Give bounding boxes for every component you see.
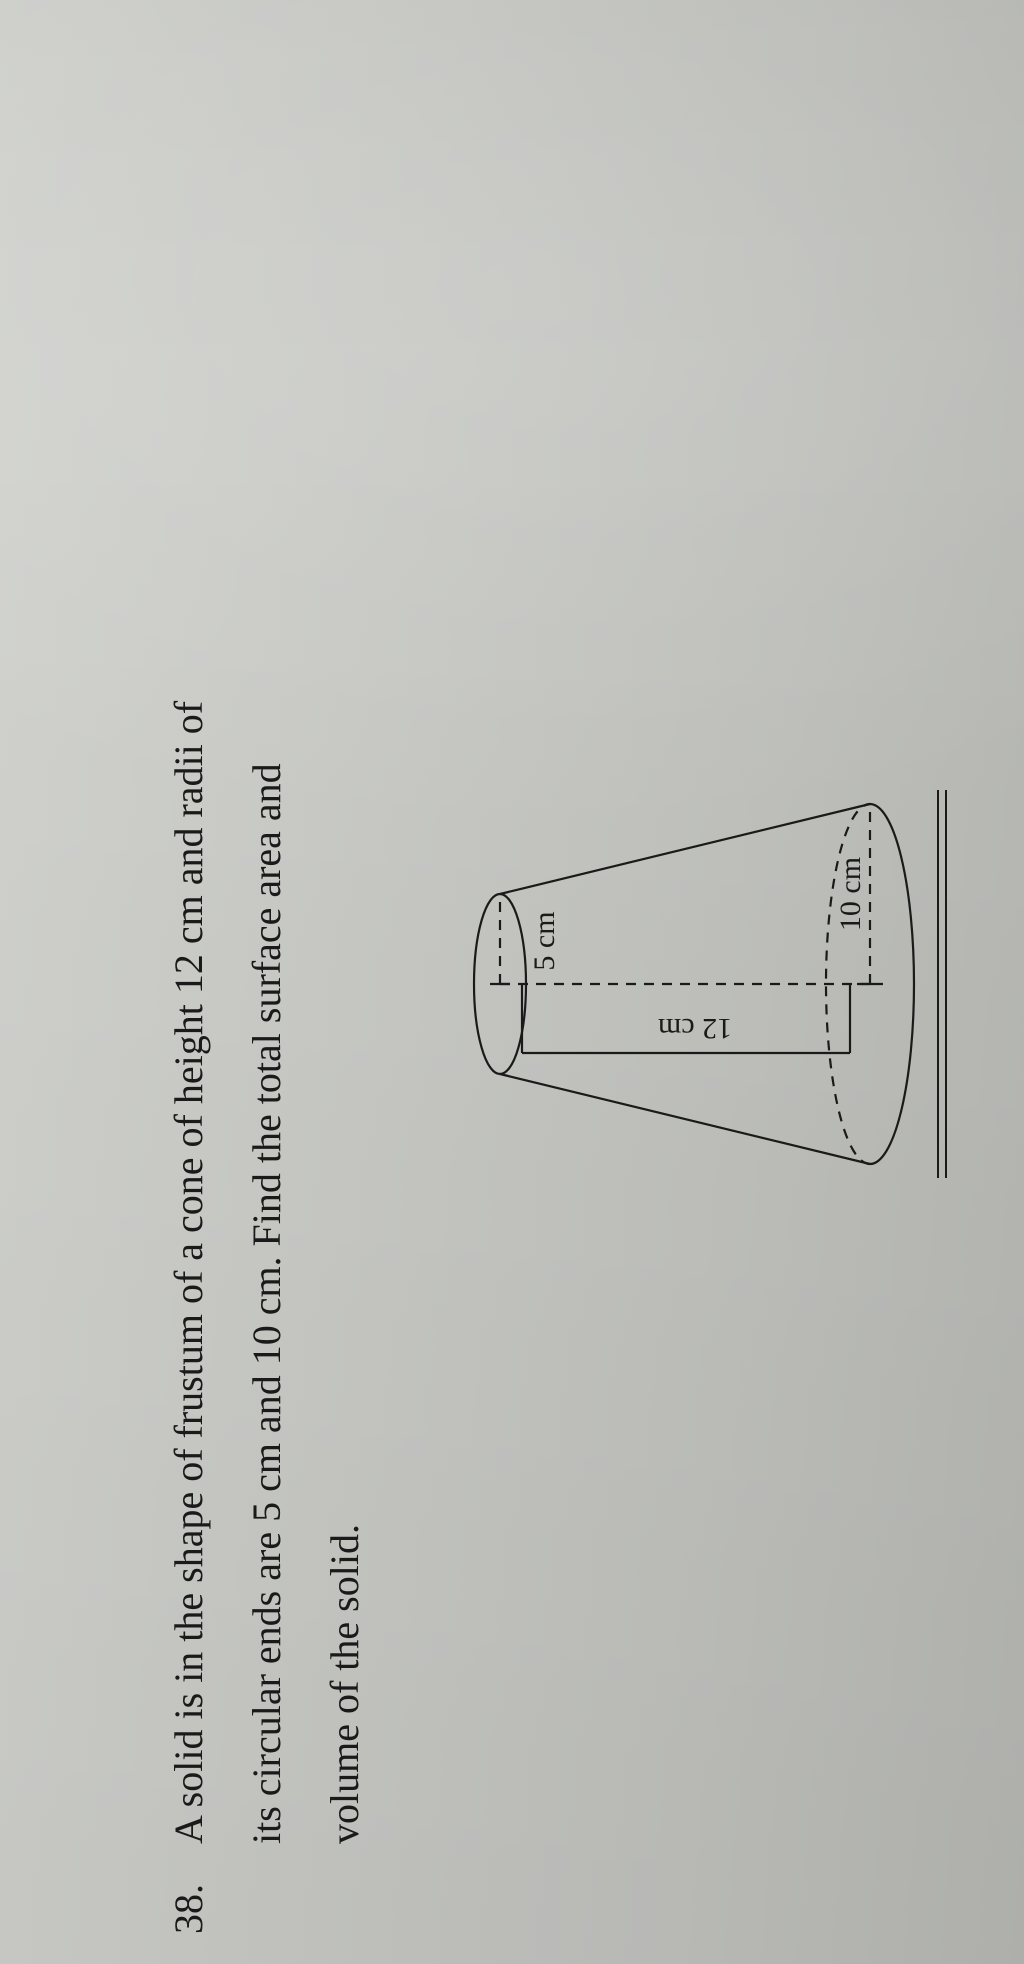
left-slant bbox=[500, 1074, 870, 1164]
page-root: 38. A solid is in the shape of frustum o… bbox=[0, 0, 1024, 1964]
rotated-content: 38. A solid is in the shape of frustum o… bbox=[0, 0, 1024, 1964]
bottom-radius-label: 10 cm bbox=[834, 857, 867, 931]
question-line-3: volume of the solid. bbox=[306, 124, 384, 1844]
question-line-2: its circular ends are 5 cm and 10 cm. Fi… bbox=[228, 124, 306, 1844]
frustum-figure: 5 cm 12 cm 10 cm bbox=[440, 724, 960, 1244]
right-slant bbox=[500, 804, 870, 894]
question-number: 38. bbox=[150, 1884, 228, 1934]
height-label: 12 cm bbox=[658, 1012, 732, 1045]
top-radius-label: 5 cm bbox=[528, 911, 561, 970]
frustum-svg: 5 cm 12 cm 10 cm bbox=[440, 724, 960, 1244]
question-line-1: A solid is in the shape of frustum of a … bbox=[150, 124, 228, 1844]
question-block: 38. A solid is in the shape of frustum o… bbox=[150, 124, 384, 1844]
